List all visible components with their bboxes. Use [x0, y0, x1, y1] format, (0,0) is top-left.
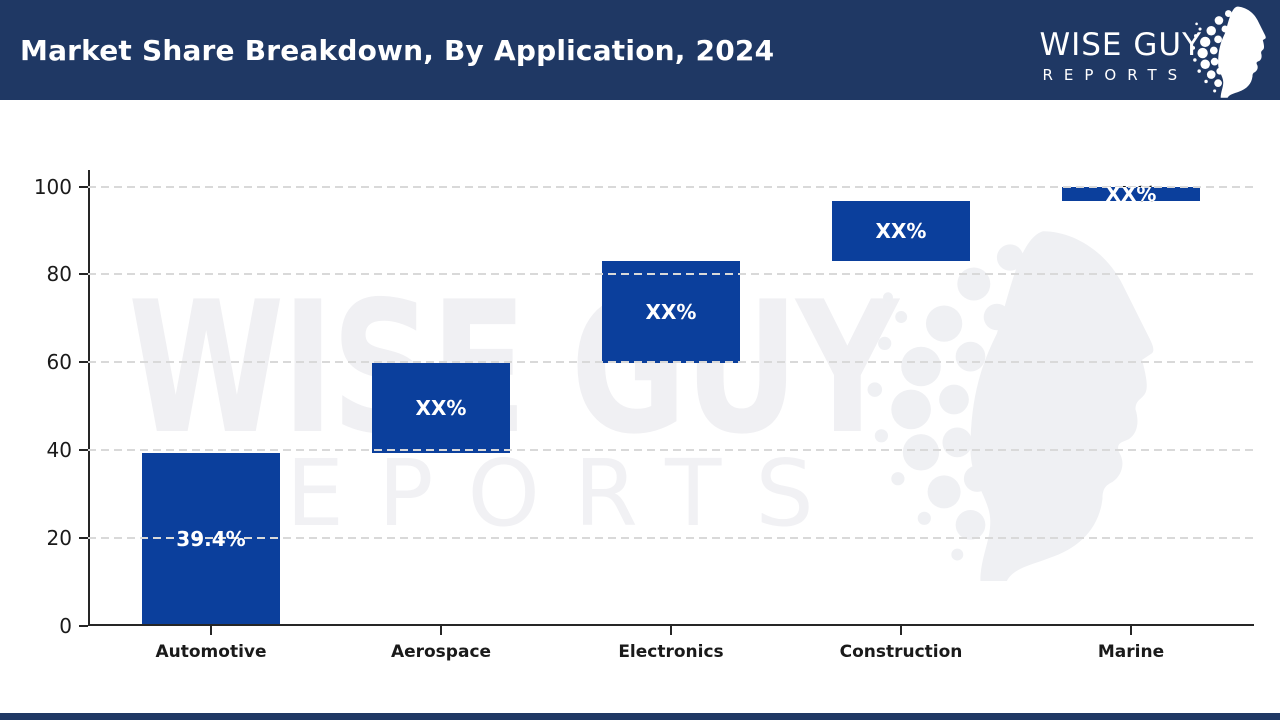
y-tick-label-100: 100 [33, 174, 72, 199]
y-tick-label-0: 0 [59, 614, 72, 638]
bar-aerospace [372, 363, 510, 453]
footer-bar [0, 713, 1280, 720]
logo-wordmark: WISE GUY [1039, 27, 1202, 63]
gridline-20 [88, 537, 1254, 540]
bar-electronics [602, 260, 740, 364]
brand-logo: WISE GUY REPORTS [1039, 3, 1274, 98]
x-tick-aerospace [440, 626, 442, 635]
bar-label-clip-electronics: XX% [602, 261, 740, 363]
plot-area: 02040608010039.4%39.4%AutomotiveXX%XX%Ae… [34, 170, 1254, 662]
bar-label-clip-marine: XX% [1062, 187, 1200, 201]
x-category-label-electronics: Electronics [618, 642, 724, 662]
y-axis-line [88, 170, 90, 626]
x-axis-line [88, 624, 1254, 626]
y-tick-100 [79, 185, 88, 188]
y-tick-40 [79, 449, 88, 452]
bar-label-clip-construction: XX% [832, 201, 970, 261]
bar-label-clip-automotive: 39.4% [142, 453, 280, 626]
bar-label-construction: XX% [875, 218, 927, 243]
y-tick-60 [79, 361, 88, 364]
x-category-label-construction: Construction [839, 642, 963, 662]
header: Market Share Breakdown, By Application, … [0, 0, 1280, 100]
gridline-60 [88, 361, 1254, 364]
bar-automotive [142, 452, 280, 626]
y-tick-label-20: 20 [46, 526, 72, 551]
x-tick-marine [1130, 626, 1132, 635]
y-tick-label-80: 80 [46, 262, 72, 287]
x-tick-electronics [670, 626, 672, 635]
y-tick-label-40: 40 [46, 438, 72, 463]
logo-text: WISE GUY REPORTS [1039, 27, 1202, 84]
gridline-100 [88, 185, 1254, 188]
logo-subtext: REPORTS [1042, 66, 1189, 84]
gridline-40 [88, 449, 1254, 452]
y-tick-0 [79, 625, 88, 627]
y-tick-label-60: 60 [46, 350, 72, 375]
y-tick-80 [79, 273, 88, 276]
bar-label-clip-aerospace: XX% [372, 363, 510, 453]
x-category-label-automotive: Automotive [155, 642, 267, 662]
bar-label-electronics: XX% [645, 299, 697, 324]
bar-label-marine: XX% [1105, 186, 1157, 201]
page-title: Market Share Breakdown, By Application, … [20, 33, 775, 67]
x-category-label-aerospace: Aerospace [390, 642, 492, 662]
logo-head-icon [1191, 6, 1266, 98]
x-category-label-marine: Marine [1097, 642, 1165, 662]
bar-label-automotive: 39.4% [176, 527, 246, 552]
bar-label-aerospace: XX% [415, 396, 467, 420]
x-tick-construction [900, 626, 902, 635]
x-tick-automotive [210, 626, 212, 635]
gridline-80 [88, 273, 1254, 276]
y-tick-20 [79, 537, 88, 540]
bar-marine [1062, 186, 1200, 201]
